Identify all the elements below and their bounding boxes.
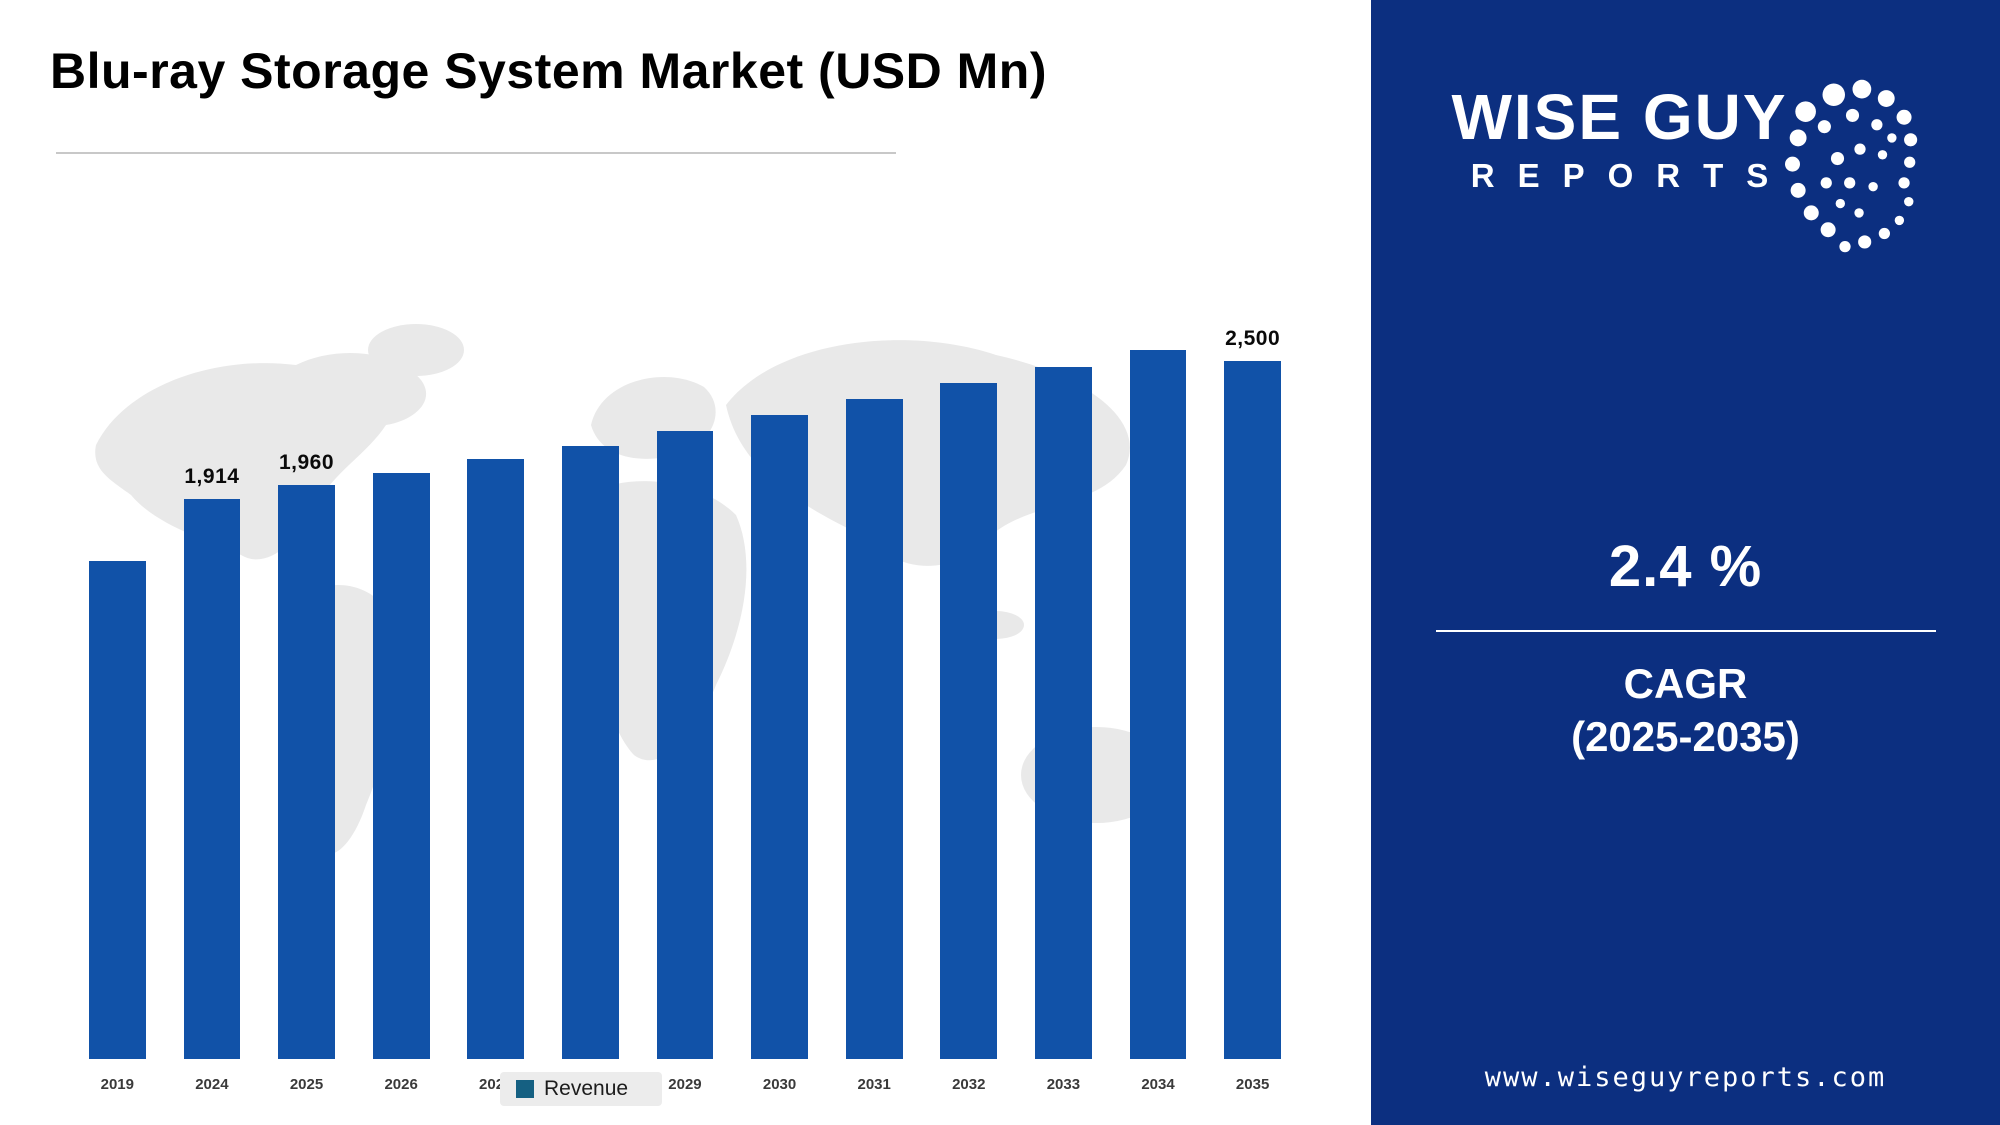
x-axis-label-2032: 2032	[952, 1076, 986, 1093]
bar-2027	[467, 458, 525, 1059]
x-axis-label-2026: 2026	[384, 1076, 418, 1093]
cagr-label: CAGR (2025-2035)	[1571, 658, 1800, 763]
x-axis-label-2019: 2019	[100, 1076, 134, 1093]
bar-column-2027: 2027	[448, 327, 543, 1093]
x-axis-label-2031: 2031	[857, 1076, 891, 1093]
bar-column-2030: 2030	[732, 327, 827, 1093]
bar-2024	[183, 498, 241, 1059]
x-axis-label-2025: 2025	[289, 1076, 324, 1093]
wise-guy-logo: WISE GUY REPORTS	[1451, 79, 1919, 261]
bar-column-2034: 2034	[1111, 327, 1206, 1093]
chart-title: Blu-ray Storage System Market (USD Mn)	[50, 43, 1048, 99]
chart-legend: Revenue	[500, 1072, 663, 1106]
x-axis-label-2033: 2033	[1046, 1076, 1081, 1093]
x-axis-label-2030: 2030	[762, 1076, 797, 1093]
bar-column-2024: 1,914 2024	[165, 327, 260, 1093]
bar-2031	[845, 398, 903, 1059]
cagr-divider	[1435, 630, 1936, 632]
bar-2026	[372, 473, 430, 1059]
bar-column-2035: 2,500 2035	[1205, 327, 1300, 1093]
brand-panel: WISE GUY REPORTS 2.4 %	[1371, 0, 2000, 1125]
logo-wordmark-line2: REPORTS	[1470, 157, 1792, 194]
cagr-label-line1: CAGR	[1623, 660, 1748, 707]
bar-column-2026: 2026	[354, 327, 449, 1093]
bar-chart: 2019 1,914 2024 1,960 2025 2026 20272028 2029 20…	[70, 327, 1300, 1093]
cagr-value: 2.4 %	[1608, 534, 1763, 599]
bar-2032	[940, 382, 998, 1059]
bar-value-label-2035: 2,500	[1225, 327, 1281, 350]
cagr-label-line2: (2025-2035)	[1571, 712, 1800, 760]
dotted-head-icon	[1784, 79, 1917, 253]
bar-column-2033: 2033	[1016, 327, 1111, 1093]
bar-column-2032: 2032	[921, 327, 1016, 1093]
x-axis-label-2024: 2024	[195, 1076, 229, 1093]
legend-label: Revenue	[544, 1077, 629, 1100]
bar-2034	[1129, 350, 1187, 1059]
title-underline	[56, 152, 896, 154]
bar-2025	[278, 485, 335, 1059]
bar-2033	[1035, 366, 1092, 1059]
bar-column-2019: 2019	[70, 327, 165, 1093]
website-link[interactable]: www.wiseguyreports.com	[1484, 1062, 1887, 1093]
bar-column-2031: 2031	[827, 327, 922, 1093]
bar-column-2029: 2029	[638, 327, 733, 1093]
legend-swatch-revenue	[516, 1080, 534, 1098]
logo-wordmark-line1: WISE GUY	[1451, 81, 1788, 153]
bar-2028	[561, 445, 619, 1059]
bar-value-label-2024: 1,914	[184, 464, 240, 488]
bar-column-2025: 1,960 2025	[259, 327, 354, 1093]
bar-2029	[656, 430, 714, 1059]
logo-text: WISE GUY REPORTS	[1451, 85, 1787, 192]
x-axis-label-2035: 2035	[1235, 1076, 1270, 1093]
bar-column-2028: 2028	[543, 327, 638, 1093]
bar-value-label-2025: 1,960	[278, 451, 335, 475]
x-axis-label-2034: 2034	[1141, 1076, 1175, 1093]
bar-2019	[88, 561, 146, 1059]
bar-2030	[751, 414, 808, 1059]
x-axis-label-2029: 2029	[668, 1076, 702, 1093]
chart-section: Blu-ray Storage System Market (USD Mn) 2…	[50, 43, 1300, 1106]
bar-2035	[1224, 361, 1281, 1059]
